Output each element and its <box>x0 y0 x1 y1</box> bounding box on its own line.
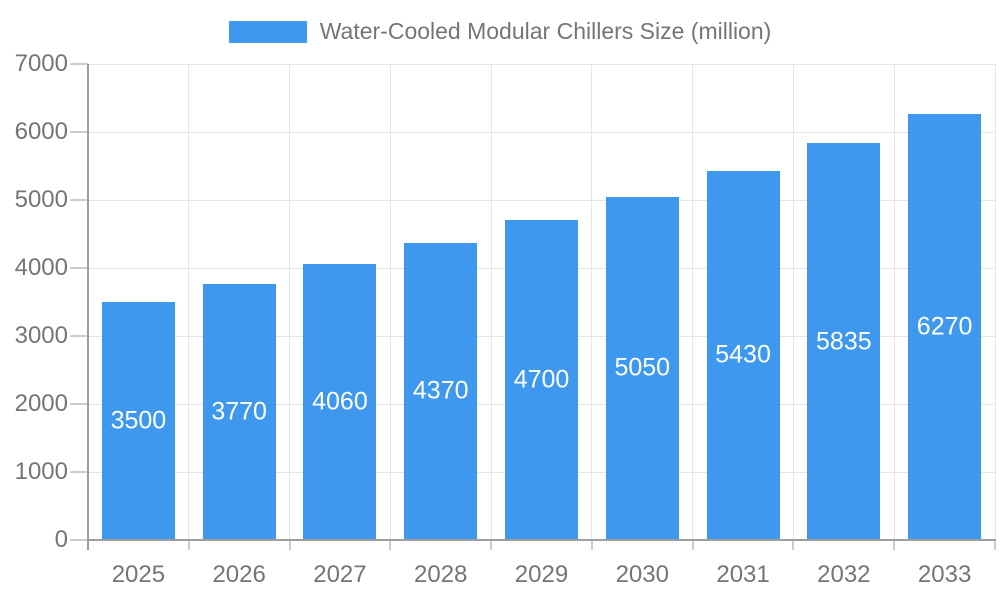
y-axis-tick <box>70 471 88 473</box>
x-gridline <box>591 64 593 540</box>
y-axis-tick <box>70 131 88 133</box>
y-axis-tick <box>70 403 88 405</box>
x-gridline <box>289 64 291 540</box>
x-axis-tick-label: 2028 <box>414 561 468 588</box>
y-axis-tick <box>70 539 88 541</box>
x-gridline <box>490 64 492 540</box>
bar-value-label: 4370 <box>412 376 469 405</box>
y-axis-tick <box>70 63 88 65</box>
y-axis-tick-label: 2000 <box>14 390 68 417</box>
bar-value-label: 4060 <box>312 387 368 416</box>
y-axis-tick-label: 4000 <box>14 254 68 281</box>
y-axis-tick-label: 5000 <box>14 186 68 213</box>
x-axis-tick <box>994 540 996 550</box>
x-axis-tick <box>893 540 896 550</box>
y-gridline <box>88 131 995 133</box>
bar: 5430 <box>706 170 780 540</box>
y-axis-line <box>87 64 89 550</box>
x-axis-tick-label: 2027 <box>313 561 367 588</box>
y-axis-tick-label: 0 <box>54 526 68 553</box>
x-gridline <box>389 64 391 540</box>
x-axis-tick <box>590 540 593 550</box>
bar-value-label: 5430 <box>715 340 771 369</box>
x-gridline <box>692 64 694 540</box>
bar: 3500 <box>101 302 175 540</box>
chart-legend: Water-Cooled Modular Chillers Size (mill… <box>0 18 1000 45</box>
x-axis-tick <box>288 540 291 550</box>
bar-value-label: 4700 <box>513 365 570 394</box>
x-axis-tick-label: 2029 <box>514 561 569 588</box>
x-axis-tick-label: 2030 <box>615 561 669 588</box>
bar-value-label: 3500 <box>110 406 167 435</box>
y-axis-tick-label: 1000 <box>14 458 68 485</box>
bar-value-label: 3770 <box>211 397 267 426</box>
x-gridline <box>893 64 895 540</box>
x-axis-tick-label: 2026 <box>212 561 266 588</box>
bar: 5050 <box>605 196 679 540</box>
x-axis-tick <box>187 540 190 550</box>
x-axis-tick-label: 2025 <box>111 561 166 588</box>
y-axis-tick-label: 7000 <box>14 50 68 77</box>
legend-label: Water-Cooled Modular Chillers Size (mill… <box>319 18 772 44</box>
bar-value-label: 5835 <box>816 327 872 356</box>
x-gridline <box>792 64 794 540</box>
bar: 5835 <box>807 143 881 540</box>
legend-swatch <box>228 20 307 43</box>
x-axis-tick <box>490 540 493 550</box>
y-axis-tick-label: 3000 <box>14 322 68 349</box>
bar: 4700 <box>505 220 578 540</box>
x-axis-tick <box>792 540 795 550</box>
x-axis-line <box>87 539 996 541</box>
x-axis-tick <box>691 540 694 550</box>
y-axis-tick <box>70 335 88 337</box>
bar: 6270 <box>908 113 982 540</box>
bar: 3770 <box>202 283 276 540</box>
bar-value-label: 5050 <box>614 353 671 382</box>
x-axis-tick <box>389 540 392 550</box>
y-gridline <box>88 63 995 65</box>
bar-value-label: 6270 <box>916 312 973 341</box>
y-axis-tick <box>70 267 88 269</box>
x-gridline <box>188 64 190 540</box>
x-gridline <box>994 64 996 540</box>
y-axis-tick <box>70 199 88 201</box>
y-gridline <box>88 199 995 201</box>
x-axis-tick-label: 2032 <box>817 561 871 588</box>
bar: 4060 <box>303 263 377 540</box>
y-axis-tick-label: 6000 <box>14 118 68 145</box>
x-axis-tick-label: 2031 <box>716 561 770 588</box>
bar: 4370 <box>404 242 478 540</box>
x-axis-tick-label: 2033 <box>917 561 972 588</box>
